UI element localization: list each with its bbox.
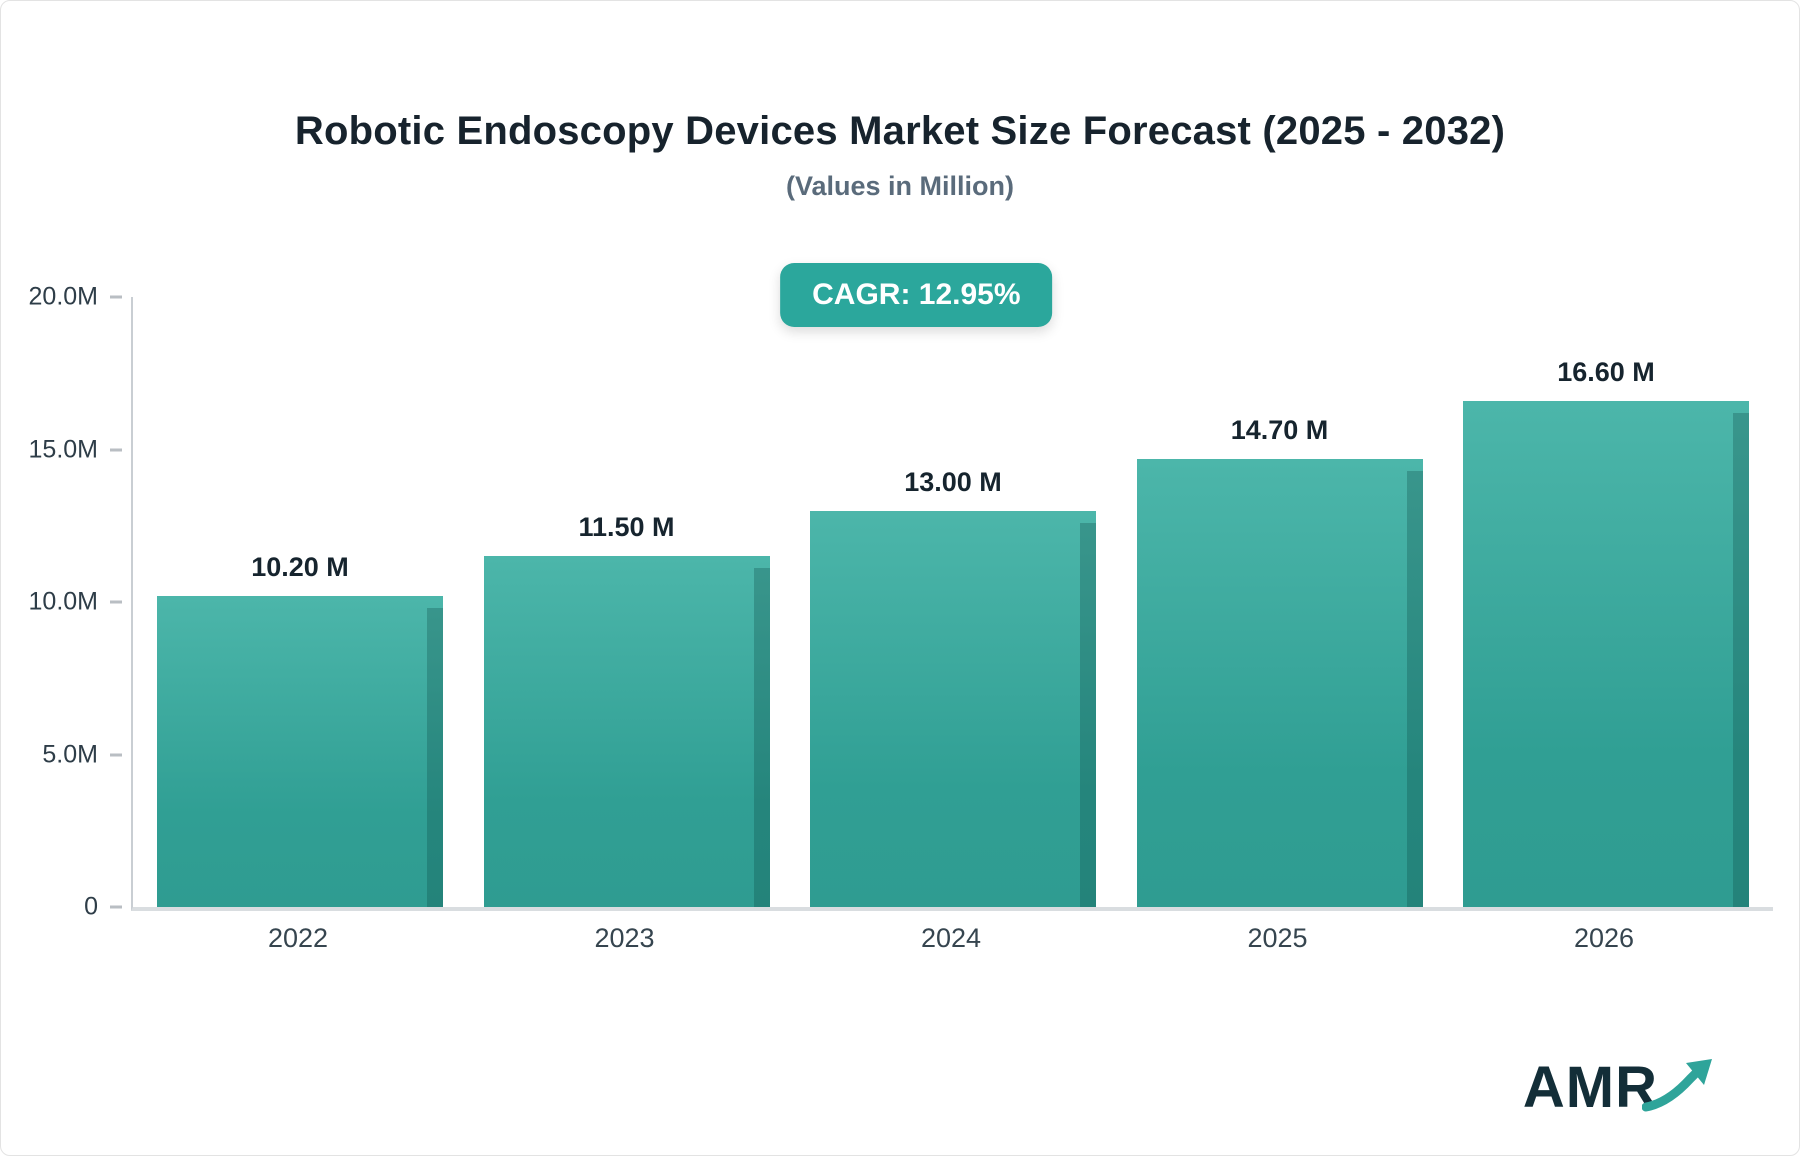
bar-2025: 14.70 M: [1136, 415, 1423, 908]
y-tick-mark: [110, 295, 122, 299]
trend-up-arrow-icon: [1642, 1059, 1712, 1112]
y-tick-label: 15.0M: [28, 435, 98, 463]
x-axis-label: 2026: [1573, 923, 1635, 953]
x-axis-label: 2024: [920, 923, 982, 953]
cagr-badge: CAGR: 12.95%: [780, 263, 1053, 327]
y-tick: 15.0M: [29, 435, 127, 464]
plot-area: 10.20 M 11.50 M 13.00 M 14.70 M 16.60 M: [131, 297, 1773, 911]
y-tick-mark: [110, 448, 122, 451]
bars-container: 10.20 M 11.50 M 13.00 M 14.70 M 16.60 M: [133, 297, 1773, 908]
bar-2022: 10.20 M: [157, 552, 443, 908]
x-axis-label: 2025: [1247, 923, 1308, 953]
bar-value-label: 14.70 M: [1230, 414, 1329, 445]
brand-logo: AMR: [1523, 1057, 1714, 1117]
bar-2026: 16.60 M: [1463, 357, 1749, 908]
bar-value-label: 13.00 M: [904, 466, 1002, 497]
y-tick: 0: [84, 893, 127, 922]
y-tick-label: 5.0M: [42, 740, 98, 768]
x-axis-label: 2022: [267, 923, 329, 953]
bar-value-label: 11.50 M: [578, 512, 675, 543]
x-axis-label: 2023: [594, 923, 655, 953]
bar-2023: 11.50 M: [483, 512, 770, 907]
chart-title: Robotic Endoscopy Devices Market Size Fo…: [294, 109, 1506, 153]
y-tick: 5.0M: [42, 740, 127, 769]
y-tick: 10.0M: [29, 588, 127, 617]
y-tick: 20.0M: [29, 283, 127, 312]
y-tick-label: 0: [84, 892, 98, 921]
y-tick-mark: [110, 905, 122, 909]
brand-logo-text: AMR: [1522, 1055, 1658, 1120]
y-tick-label: 20.0M: [28, 282, 98, 311]
y-tick-mark: [110, 753, 122, 756]
y-tick-label: 10.0M: [28, 587, 98, 616]
chart-subtitle: (Values in Million): [785, 171, 1015, 201]
bar-value-label: 10.20 M: [251, 551, 349, 582]
y-tick-mark: [110, 600, 122, 604]
y-axis: 0 5.0M 10.0M 15.0M 20.0M: [1, 283, 127, 921]
bar-value-label: 16.60 M: [1557, 356, 1655, 387]
bar-2024: 13.00 M: [810, 467, 1096, 907]
x-axis: 2022 2023 2024 2025 2026: [131, 923, 1771, 954]
